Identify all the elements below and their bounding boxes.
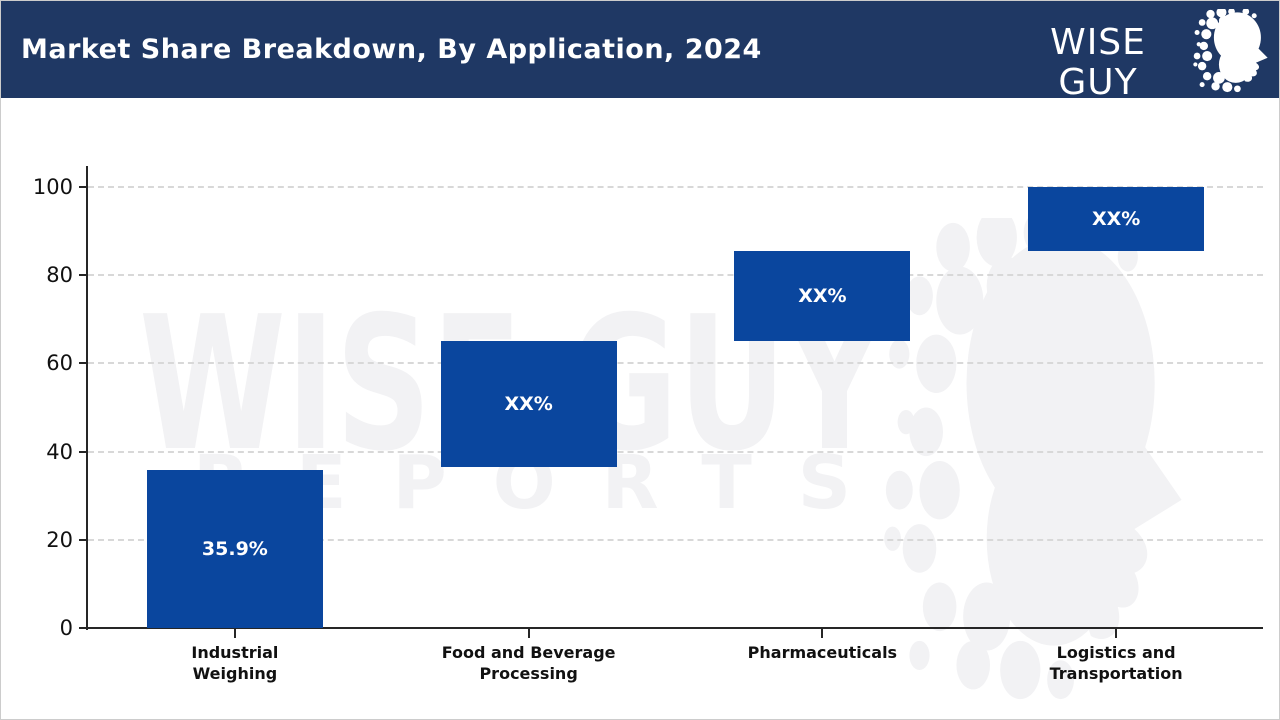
logo-text: WISE GUY REPORTS xyxy=(1007,22,1189,121)
x-tick-mark-2 xyxy=(821,629,824,638)
bar-value-label: XX% xyxy=(504,393,553,416)
gridline-20 xyxy=(88,538,1263,541)
gridline-40 xyxy=(88,450,1263,453)
gridline-60 xyxy=(88,362,1263,365)
category-label-line: Pharmaceuticals xyxy=(747,643,898,662)
category-label-0: Industrial Weighing xyxy=(85,642,385,684)
y-axis-line xyxy=(86,166,88,630)
category-label-3: Logistics and Transportation xyxy=(966,642,1266,684)
category-label-line: Food and Beverage xyxy=(441,643,616,662)
y-tick-mark-80 xyxy=(79,274,88,277)
y-axis-tick-label-80: 80 xyxy=(46,263,73,288)
x-tick-mark-0 xyxy=(233,629,236,638)
bar-segment-3: XX% xyxy=(1028,187,1205,251)
y-axis-tick-label-100: 100 xyxy=(32,175,73,199)
bar-segment-0: 35.9% xyxy=(146,469,323,628)
y-axis-tick-label-60: 60 xyxy=(46,351,73,376)
category-label-line: Processing xyxy=(479,664,578,683)
y-axis-tick-label-20: 20 xyxy=(46,527,73,552)
y-tick-mark-20 xyxy=(79,538,88,541)
header-bar: Market Share Breakdown, By Application, … xyxy=(1,1,1279,120)
x-tick-mark-1 xyxy=(527,629,530,638)
bar-value-label: XX% xyxy=(798,285,847,308)
x-axis-line xyxy=(86,627,1263,629)
logo-wordmark: WISE GUY xyxy=(1050,22,1146,103)
gridline-80 xyxy=(88,274,1263,277)
category-label-1: Food and Beverage Processing xyxy=(379,642,679,684)
x-tick-mark-3 xyxy=(1115,629,1118,638)
bar-value-label: XX% xyxy=(1091,207,1141,230)
y-tick-mark-100 xyxy=(79,186,88,188)
chart-area: WISE GUY REPORTS 0 20 40 60 80 100 35.9% XX% XX%… xyxy=(1,98,1279,719)
logo-subtitle: REPORTS xyxy=(1039,105,1163,120)
bar-segment-2: XX% xyxy=(734,250,911,342)
bar-value-label: 35.9% xyxy=(201,537,268,560)
y-axis-tick-label-40: 40 xyxy=(46,439,73,464)
y-tick-mark-0 xyxy=(79,627,88,629)
category-label-2: Pharmaceuticals xyxy=(672,642,972,663)
y-axis-tick-label-0: 0 xyxy=(59,616,73,640)
category-label-line: Transportation xyxy=(1049,664,1183,683)
y-tick-mark-40 xyxy=(79,450,88,453)
gridline-100 xyxy=(88,186,1263,188)
category-label-line: Logistics and xyxy=(1056,643,1176,662)
category-label-line: Weighing xyxy=(192,664,278,683)
bar-segment-1: XX% xyxy=(440,341,617,468)
wise-guy-reports-logo: WISE GUY REPORTS xyxy=(1007,7,1268,120)
category-label-line: Industrial xyxy=(191,643,279,662)
y-tick-mark-60 xyxy=(79,362,88,365)
chart-title: Market Share Breakdown, By Application, … xyxy=(21,34,762,65)
